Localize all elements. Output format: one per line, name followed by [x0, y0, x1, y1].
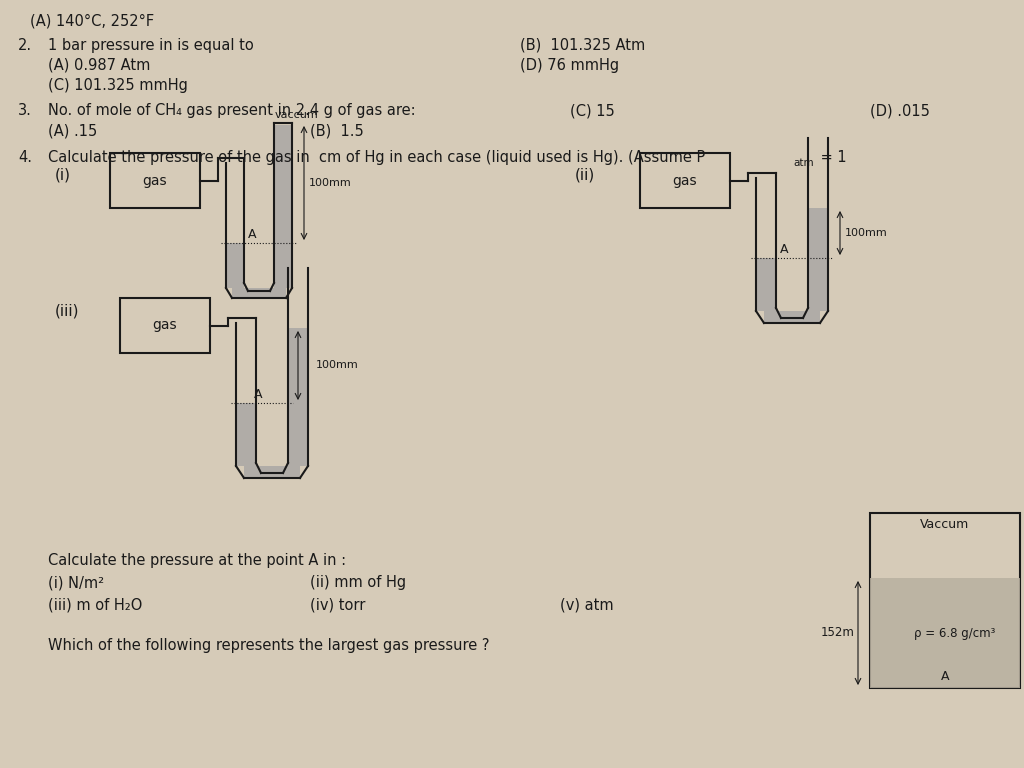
Text: (D) .015: (D) .015 [870, 103, 930, 118]
Text: 4.: 4. [18, 150, 32, 165]
Text: A: A [248, 228, 256, 241]
Text: (i): (i) [55, 168, 71, 183]
Text: gas: gas [142, 174, 167, 187]
Text: A: A [780, 243, 788, 256]
Bar [236, 403, 256, 466]
Bar [110, 153, 200, 208]
Bar [870, 513, 1020, 688]
Text: = 1: = 1 [816, 150, 847, 165]
Text: vaccum: vaccum [275, 110, 318, 120]
Text: gas: gas [153, 319, 177, 333]
Text: (C) 15: (C) 15 [570, 103, 614, 118]
Bar [288, 328, 308, 466]
Text: (v) atm: (v) atm [560, 598, 613, 613]
Text: (A) 140°C, 252°F: (A) 140°C, 252°F [30, 13, 155, 28]
Text: (iii) m of H₂O: (iii) m of H₂O [48, 598, 142, 613]
Text: (B)  101.325 Atm: (B) 101.325 Atm [520, 38, 645, 53]
Bar [226, 243, 244, 288]
Bar [756, 258, 776, 311]
Bar [870, 578, 1020, 688]
Text: 1 bar pressure in is equal to: 1 bar pressure in is equal to [48, 38, 254, 53]
Bar [120, 298, 210, 353]
Text: (C) 101.325 mmHg: (C) 101.325 mmHg [48, 78, 187, 93]
Text: (A) .15: (A) .15 [48, 123, 97, 138]
Bar [764, 311, 820, 323]
Text: 100mm: 100mm [316, 360, 358, 370]
Text: (D) 76 mmHg: (D) 76 mmHg [520, 58, 620, 73]
Text: (A) 0.987 Atm: (A) 0.987 Atm [48, 58, 151, 73]
Text: ρ = 6.8 g/cm³: ρ = 6.8 g/cm³ [914, 627, 995, 640]
Text: Vaccum: Vaccum [921, 518, 970, 531]
Text: 2.: 2. [18, 38, 32, 53]
Text: Calculate the pressure at the point A in :: Calculate the pressure at the point A in… [48, 553, 346, 568]
Text: Calculate the pressure of the gas in  cm of Hg in each case (liquid used is Hg).: Calculate the pressure of the gas in cm … [48, 150, 706, 165]
Bar [640, 153, 730, 208]
Text: No. of mole of CH₄ gas present in 2.4 g of gas are:: No. of mole of CH₄ gas present in 2.4 g … [48, 103, 416, 118]
Bar [808, 208, 828, 311]
Text: (iii): (iii) [55, 303, 80, 318]
Text: A: A [941, 670, 949, 683]
Text: A: A [254, 388, 262, 401]
Text: 100mm: 100mm [309, 178, 352, 188]
Text: (i) N/m²: (i) N/m² [48, 575, 104, 590]
Text: gas: gas [673, 174, 697, 187]
Text: (iv) torr: (iv) torr [310, 598, 366, 613]
Bar [232, 288, 286, 298]
Bar [244, 466, 300, 478]
Text: (ii): (ii) [575, 168, 595, 183]
Text: atm: atm [793, 158, 814, 168]
Text: Which of the following represents the largest gas pressure ?: Which of the following represents the la… [48, 638, 489, 653]
Text: 100mm: 100mm [845, 228, 888, 238]
Text: (B)  1.5: (B) 1.5 [310, 123, 364, 138]
Text: 152m: 152m [821, 627, 855, 640]
Text: (ii) mm of Hg: (ii) mm of Hg [310, 575, 407, 590]
Text: 3.: 3. [18, 103, 32, 118]
Bar [274, 125, 292, 288]
